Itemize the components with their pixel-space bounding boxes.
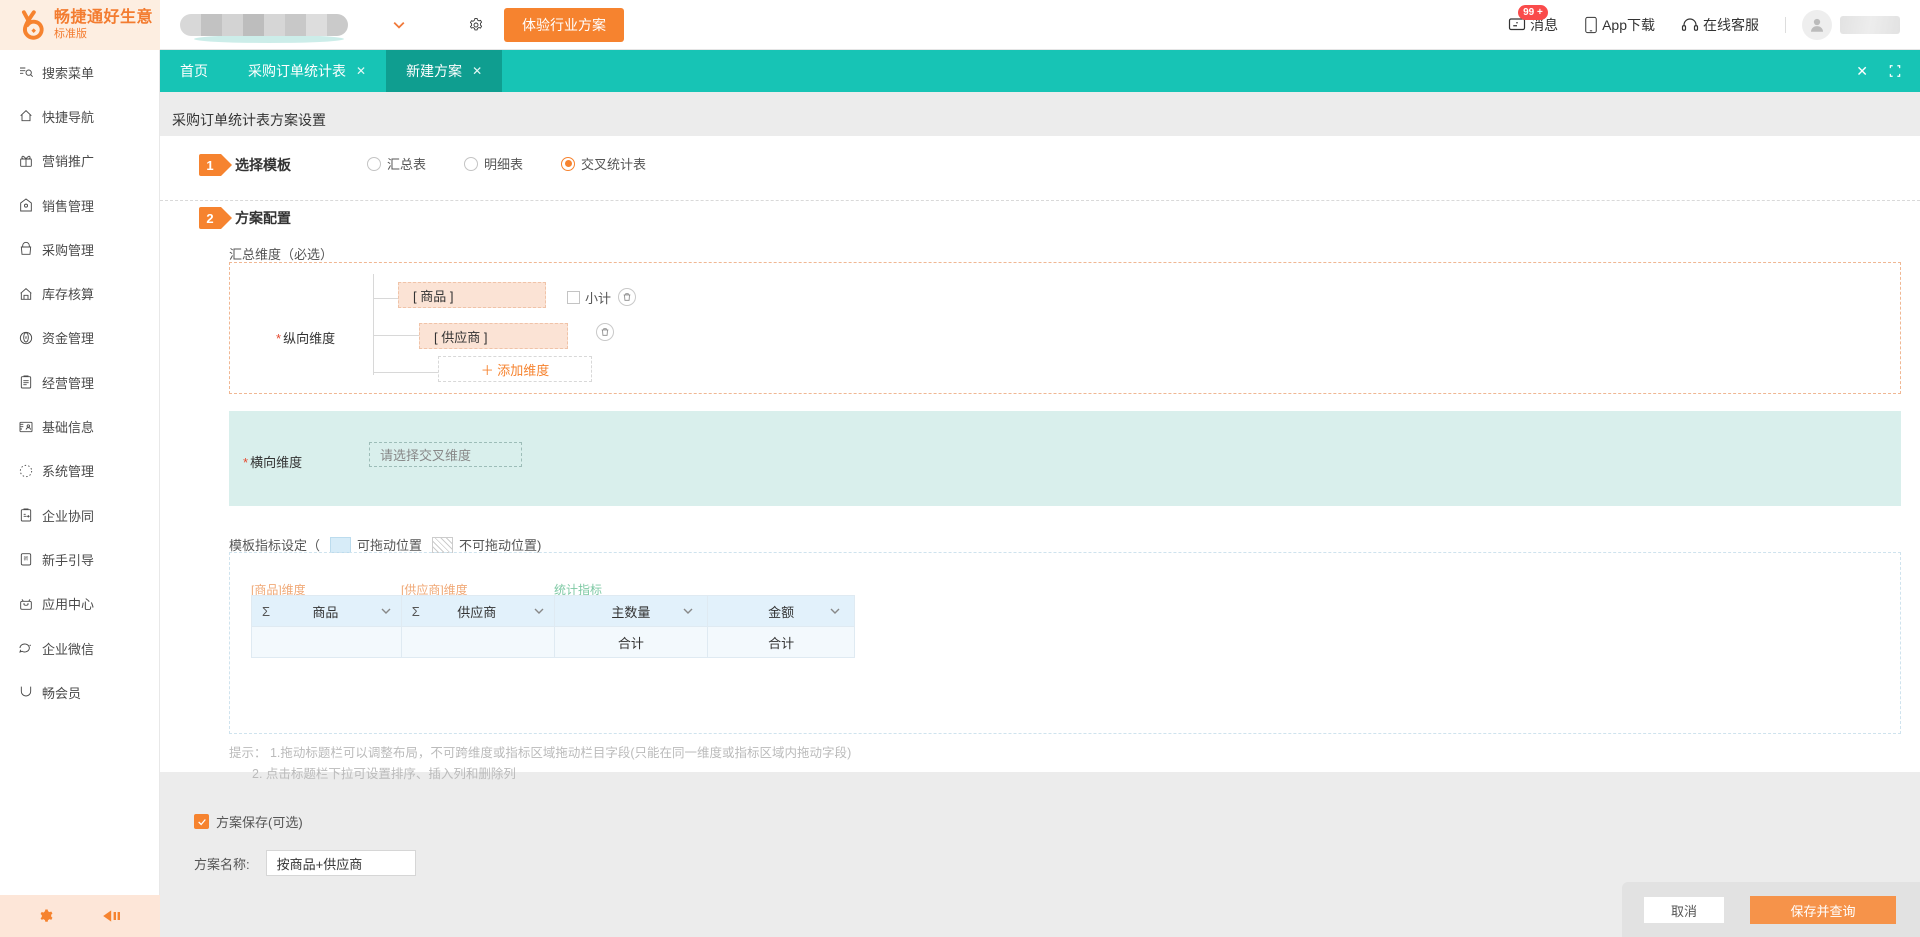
svg-text:¥: ¥ (25, 335, 28, 340)
svg-text:新: 新 (24, 555, 29, 562)
